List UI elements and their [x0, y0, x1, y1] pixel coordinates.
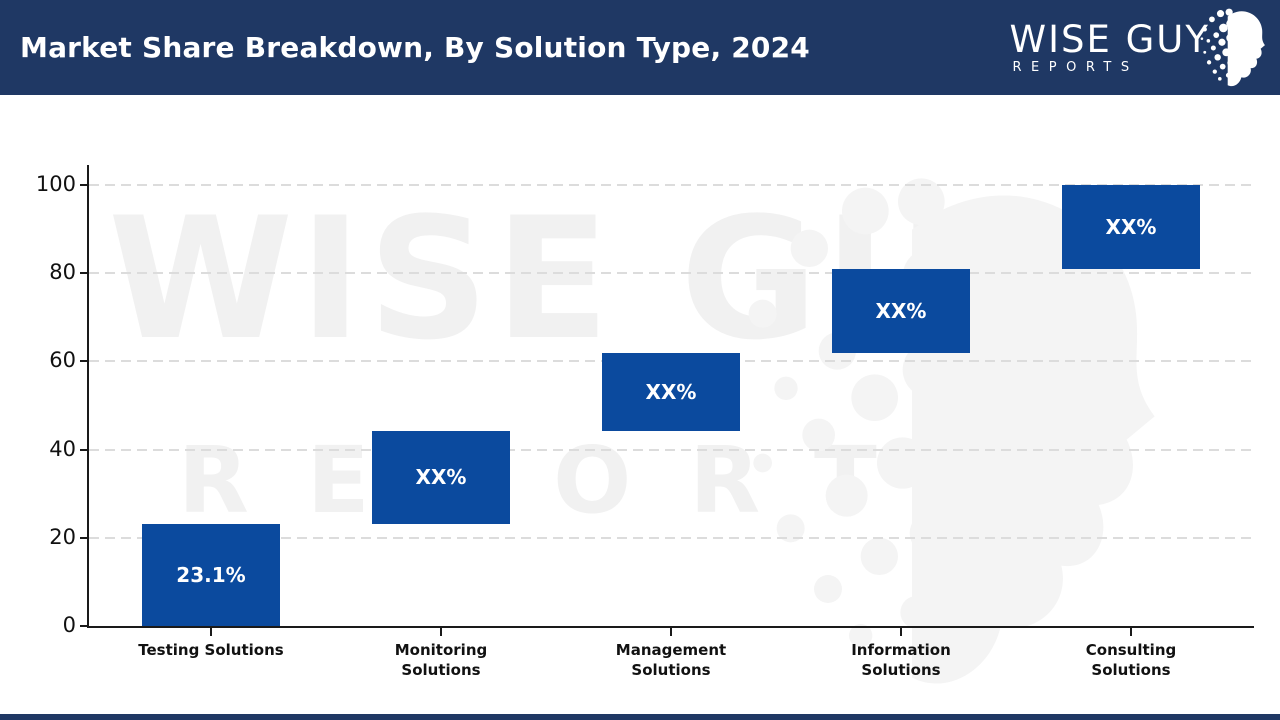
header-bar: Market Share Breakdown, By Solution Type… [0, 0, 1280, 95]
y-tick-label-80: 80 [49, 260, 76, 285]
y-tickmark-20 [80, 536, 89, 539]
y-tick-label-60: 60 [49, 348, 76, 373]
bar-value-label-consulting-solutions: XX% [1105, 214, 1157, 239]
y-axis-line [87, 165, 89, 628]
logo-subtitle-text: REPORTS [1012, 60, 1139, 75]
bar-value-label-monitoring-solutions: XX% [415, 465, 467, 490]
x-tick-label-line: Solutions [861, 661, 941, 680]
bar-management-solutions: XX% [602, 352, 740, 431]
y-tickmark-100 [80, 184, 89, 186]
wiseguy-wordmark: WISE GUY REPORTS [1010, 21, 1210, 74]
y-tickmark-0 [80, 625, 89, 627]
x-tickmark-monitoring-solutions [440, 628, 442, 636]
bar-value-label-testing-solutions: 23.1% [176, 563, 246, 588]
wiseguy-face-icon [1200, 8, 1265, 86]
x-tick-label-line: Monitoring [394, 641, 488, 659]
x-tick-label-line: Information [851, 641, 951, 659]
bar-testing-solutions: 23.1% [142, 524, 280, 626]
bar-information-solutions: XX% [832, 268, 970, 353]
gridline-100 [89, 184, 1254, 186]
x-tick-label-line: Management [615, 641, 727, 659]
y-tickmark-80 [80, 272, 89, 275]
bar-value-label-information-solutions: XX% [875, 298, 927, 323]
bar-monitoring-solutions: XX% [372, 430, 510, 525]
y-tick-label-0: 0 [62, 613, 76, 637]
wiseguy-logo: WISE GUY REPORTS [1010, 5, 1270, 91]
logo-title-text: WISE GUY [1009, 18, 1210, 61]
x-tickmark-information-solutions [900, 628, 902, 636]
x-tick-label-information-solutions: Information Solutions [791, 640, 1011, 681]
y-tick-label-100: 100 [35, 172, 76, 196]
x-tick-label-testing-solutions: Testing Solutions [101, 640, 321, 660]
gridline-20 [89, 536, 1254, 539]
x-tick-label-line: Solutions [631, 661, 711, 680]
y-tickmark-60 [80, 360, 89, 363]
gridline-80 [89, 272, 1254, 275]
gridline-40 [89, 448, 1254, 451]
chart-title: Market Share Breakdown, By Solution Type… [20, 31, 810, 64]
x-tick-label-consulting-solutions: Consulting Solutions [1021, 640, 1241, 681]
y-tick-label-40: 40 [49, 436, 76, 461]
x-tick-label-line: Testing Solutions [138, 641, 284, 659]
y-tick-label-20: 20 [49, 524, 76, 549]
y-tickmark-40 [80, 448, 89, 451]
bar-consulting-solutions: XX% [1062, 185, 1200, 269]
x-tick-label-line: Consulting [1085, 641, 1177, 659]
x-tickmark-management-solutions [670, 628, 672, 636]
x-tick-label-line: Solutions [401, 661, 481, 680]
x-axis-line [87, 626, 1254, 628]
bar-value-label-management-solutions: XX% [645, 379, 697, 404]
footer-bar [0, 714, 1280, 720]
x-tick-label-line: Solutions [1091, 661, 1171, 680]
x-tick-label-monitoring-solutions: Monitoring Solutions [331, 640, 551, 681]
x-tickmark-testing-solutions [210, 628, 212, 636]
x-tickmark-consulting-solutions [1130, 628, 1132, 636]
x-tick-label-management-solutions: Management Solutions [561, 640, 781, 681]
watermark-face-icon [748, 178, 1155, 684]
